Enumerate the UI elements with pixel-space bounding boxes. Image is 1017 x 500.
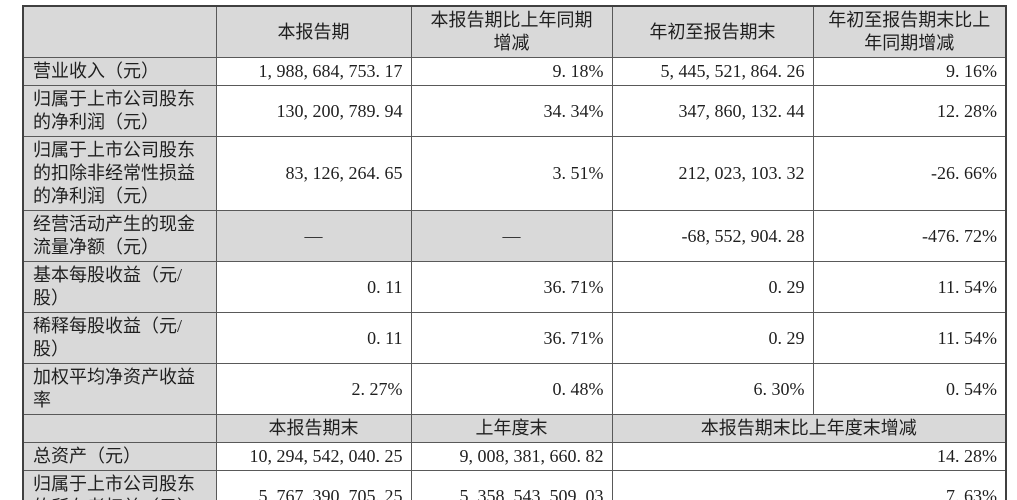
cell-net-profit-excl-current: 83, 126, 264. 65: [215, 136, 412, 211]
header-year-to-date-yoy-change: 年初至报告期末比上年同期增减: [812, 5, 1007, 58]
row-label-weighted-avg-roe: 加权平均净资产收益率: [22, 363, 217, 415]
header-corner-cell: [22, 5, 217, 58]
header-current-period-end: 本报告期末: [215, 414, 412, 443]
cell-roe-ytd: 6. 30%: [611, 363, 814, 415]
cell-operating-revenue-ytd-yoy: 9. 16%: [812, 57, 1007, 86]
row-label-operating-cash-flow: 经营活动产生的现金流量净额（元）: [22, 210, 217, 262]
table-row-owners-equity: 归属于上市公司股东的所有者权益（元） 5, 767, 390, 705. 25 …: [22, 470, 1007, 500]
cell-basic-eps-ytd-yoy: 11. 54%: [812, 261, 1007, 313]
cell-basic-eps-ytd: 0. 29: [611, 261, 814, 313]
cell-net-profit-excl-yoy: 3. 51%: [410, 136, 613, 211]
cell-operating-revenue-yoy: 9. 18%: [410, 57, 613, 86]
header2-corner-cell: [22, 414, 217, 443]
header-prior-year-end: 上年度末: [410, 414, 613, 443]
row-label-net-profit: 归属于上市公司股东的净利润（元）: [22, 85, 217, 137]
cell-operating-revenue-ytd: 5, 445, 521, 864. 26: [611, 57, 814, 86]
table-row-operating-revenue: 营业收入（元） 1, 988, 684, 753. 17 9. 18% 5, 4…: [22, 57, 1007, 86]
cell-roe-current: 2. 27%: [215, 363, 412, 415]
cell-roe-ytd-yoy: 0. 54%: [812, 363, 1007, 415]
header-current-period-yoy-change: 本报告期比上年同期增减: [410, 5, 613, 58]
cell-net-profit-ytd-yoy: 12. 28%: [812, 85, 1007, 137]
financial-summary-table: 本报告期 本报告期比上年同期增减 年初至报告期末 年初至报告期末比上年同期增减 …: [22, 5, 1007, 500]
row-label-total-assets: 总资产（元）: [22, 442, 217, 471]
cell-net-profit-current: 130, 200, 789. 94: [215, 85, 412, 137]
row-label-diluted-eps: 稀释每股收益（元/股）: [22, 312, 217, 364]
cell-owners-equity-period-end: 5, 767, 390, 705. 25: [215, 470, 412, 500]
header-period-end-vs-prior-year-end-change: 本报告期末比上年度末增减: [611, 414, 1007, 443]
header-current-period: 本报告期: [215, 5, 412, 58]
table-row-weighted-avg-roe: 加权平均净资产收益率 2. 27% 0. 48% 6. 30% 0. 54%: [22, 363, 1007, 415]
table-header-row-period: 本报告期 本报告期比上年同期增减 年初至报告期末 年初至报告期末比上年同期增减: [22, 5, 1007, 58]
cell-total-assets-change: 14. 28%: [611, 442, 1007, 471]
cell-cash-flow-current-dash: —: [215, 210, 412, 262]
cell-owners-equity-change: 7. 63%: [611, 470, 1007, 500]
table-row-net-profit: 归属于上市公司股东的净利润（元） 130, 200, 789. 94 34. 3…: [22, 85, 1007, 137]
row-label-owners-equity: 归属于上市公司股东的所有者权益（元）: [22, 470, 217, 500]
cell-total-assets-period-end: 10, 294, 542, 040. 25: [215, 442, 412, 471]
table-row-total-assets: 总资产（元） 10, 294, 542, 040. 25 9, 008, 381…: [22, 442, 1007, 471]
cell-diluted-eps-ytd: 0. 29: [611, 312, 814, 364]
cell-net-profit-yoy: 34. 34%: [410, 85, 613, 137]
row-label-net-profit-excl-nonrecurring: 归属于上市公司股东的扣除非经常性损益的净利润（元）: [22, 136, 217, 211]
cell-cash-flow-ytd: -68, 552, 904. 28: [611, 210, 814, 262]
cell-owners-equity-prior-year-end: 5, 358, 543, 509. 03: [410, 470, 613, 500]
row-label-basic-eps: 基本每股收益（元/股）: [22, 261, 217, 313]
cell-net-profit-excl-ytd-yoy: -26. 66%: [812, 136, 1007, 211]
cell-cash-flow-yoy-dash: —: [410, 210, 613, 262]
cell-net-profit-excl-ytd: 212, 023, 103. 32: [611, 136, 814, 211]
cell-diluted-eps-current: 0. 11: [215, 312, 412, 364]
cell-net-profit-ytd: 347, 860, 132. 44: [611, 85, 814, 137]
cell-cash-flow-ytd-yoy: -476. 72%: [812, 210, 1007, 262]
table-header-row-period-end: 本报告期末 上年度末 本报告期末比上年度末增减: [22, 414, 1007, 443]
cell-basic-eps-yoy: 36. 71%: [410, 261, 613, 313]
table-row-operating-cash-flow: 经营活动产生的现金流量净额（元） — — -68, 552, 904. 28 -…: [22, 210, 1007, 262]
cell-total-assets-prior-year-end: 9, 008, 381, 660. 82: [410, 442, 613, 471]
header-year-to-date: 年初至报告期末: [611, 5, 814, 58]
table-row-basic-eps: 基本每股收益（元/股） 0. 11 36. 71% 0. 29 11. 54%: [22, 261, 1007, 313]
table-row-diluted-eps: 稀释每股收益（元/股） 0. 11 36. 71% 0. 29 11. 54%: [22, 312, 1007, 364]
table-row-net-profit-excl-nonrecurring: 归属于上市公司股东的扣除非经常性损益的净利润（元） 83, 126, 264. …: [22, 136, 1007, 211]
cell-diluted-eps-ytd-yoy: 11. 54%: [812, 312, 1007, 364]
cell-operating-revenue-current: 1, 988, 684, 753. 17: [215, 57, 412, 86]
row-label-operating-revenue: 营业收入（元）: [22, 57, 217, 86]
cell-roe-yoy: 0. 48%: [410, 363, 613, 415]
cell-basic-eps-current: 0. 11: [215, 261, 412, 313]
cell-diluted-eps-yoy: 36. 71%: [410, 312, 613, 364]
